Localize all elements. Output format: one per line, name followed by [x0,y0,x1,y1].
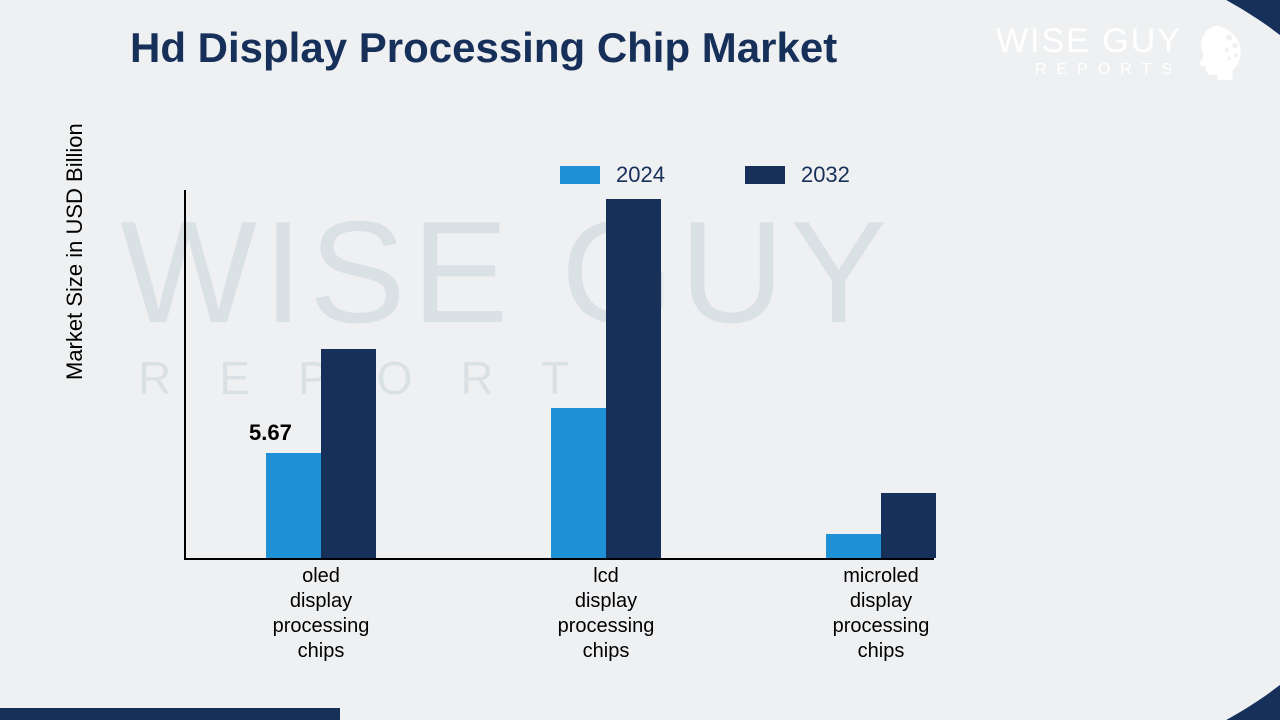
legend-label: 2024 [616,162,665,188]
page-root: WISE GUY REPORTS WISE GUY REPORTS Hd Dis… [0,0,1280,720]
x-axis-category-label: microleddisplayprocessingchips [801,558,961,664]
brand-head-icon [1192,22,1250,80]
legend-item: 2032 [745,162,850,188]
y-axis-label: Market Size in USD Billion [62,123,88,380]
bar [266,453,321,558]
bottom-accent-bar [0,708,340,720]
bar-value-label: 5.67 [249,420,292,446]
bar [881,493,936,558]
legend: 2024 2032 [560,162,850,188]
bar [826,534,881,558]
brand-text: WISE GUY REPORTS [996,24,1182,78]
chart-area: oleddisplayprocessingchips5.67 lcddisplay… [114,190,934,560]
x-axis-category-label: oleddisplayprocessingchips [241,558,401,664]
legend-item: 2024 [560,162,665,188]
bar [321,349,376,558]
plot-area: oleddisplayprocessingchips5.67 lcddisplay… [184,190,934,560]
brand-line2: REPORTS [996,62,1182,78]
legend-label: 2032 [801,162,850,188]
legend-swatch [745,166,785,184]
chart-title: Hd Display Processing Chip Market [130,24,837,72]
legend-swatch [560,166,600,184]
bar [551,408,606,558]
bar [606,199,661,558]
bar-group: microleddisplayprocessingchips [826,493,936,558]
bar-group: oleddisplayprocessingchips [266,349,376,558]
brand-logo: WISE GUY REPORTS [996,22,1250,80]
brand-line1: WISE GUY [996,24,1182,58]
x-axis-category-label: lcddisplayprocessingchips [526,558,686,664]
bar-group: lcddisplayprocessingchips [551,199,661,558]
